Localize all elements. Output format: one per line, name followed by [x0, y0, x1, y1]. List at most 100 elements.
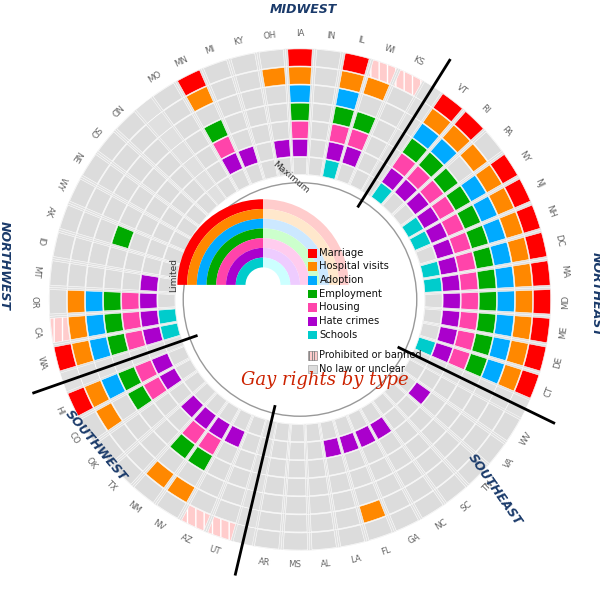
Text: KY: KY [233, 35, 245, 46]
Wedge shape [414, 336, 436, 357]
Wedge shape [124, 412, 152, 441]
Wedge shape [393, 205, 415, 226]
Wedge shape [155, 393, 178, 416]
Wedge shape [103, 290, 122, 312]
Wedge shape [171, 192, 194, 215]
Wedge shape [355, 425, 376, 447]
Wedge shape [193, 406, 218, 431]
Wedge shape [472, 130, 503, 163]
Wedge shape [432, 375, 458, 402]
Wedge shape [376, 474, 401, 497]
Wedge shape [124, 328, 146, 352]
Wedge shape [97, 163, 126, 195]
Wedge shape [409, 230, 431, 252]
Wedge shape [476, 434, 505, 464]
Wedge shape [311, 121, 329, 140]
Wedge shape [70, 179, 95, 208]
Wedge shape [268, 104, 288, 123]
Wedge shape [164, 246, 184, 264]
Wedge shape [94, 217, 118, 245]
Wedge shape [431, 342, 454, 364]
Wedge shape [455, 252, 476, 272]
Wedge shape [372, 120, 396, 143]
Wedge shape [125, 414, 151, 440]
Text: NH: NH [544, 204, 557, 219]
Wedge shape [252, 528, 282, 550]
Wedge shape [157, 180, 180, 204]
Wedge shape [524, 344, 546, 371]
Wedge shape [381, 488, 412, 515]
Wedge shape [465, 224, 489, 250]
Text: IN: IN [326, 30, 335, 40]
Wedge shape [415, 245, 437, 265]
Wedge shape [448, 386, 472, 410]
Wedge shape [79, 409, 109, 443]
Text: SC: SC [458, 500, 473, 514]
Wedge shape [97, 130, 128, 163]
Wedge shape [215, 176, 238, 199]
Wedge shape [151, 82, 184, 112]
Wedge shape [288, 441, 307, 460]
Wedge shape [426, 461, 454, 488]
Wedge shape [121, 270, 142, 292]
Wedge shape [183, 371, 206, 394]
Wedge shape [473, 132, 502, 161]
Wedge shape [168, 346, 189, 365]
Wedge shape [367, 456, 395, 482]
Wedge shape [140, 167, 168, 195]
Wedge shape [494, 312, 514, 339]
Wedge shape [488, 335, 511, 362]
Wedge shape [359, 500, 386, 523]
Wedge shape [473, 247, 493, 269]
Wedge shape [184, 85, 215, 113]
Text: NC: NC [433, 518, 449, 532]
Wedge shape [118, 367, 141, 391]
Wedge shape [466, 226, 488, 249]
Wedge shape [440, 212, 465, 237]
Wedge shape [506, 340, 528, 366]
Wedge shape [385, 383, 406, 405]
Wedge shape [142, 255, 163, 276]
Wedge shape [101, 195, 128, 224]
Text: WY: WY [54, 175, 68, 192]
Wedge shape [475, 433, 506, 465]
Wedge shape [361, 440, 386, 465]
Wedge shape [151, 352, 174, 375]
Wedge shape [471, 332, 494, 357]
Wedge shape [272, 139, 292, 159]
Wedge shape [155, 490, 188, 519]
Wedge shape [422, 393, 445, 416]
Text: WI: WI [383, 43, 397, 56]
Wedge shape [316, 49, 341, 69]
Wedge shape [124, 252, 145, 272]
Wedge shape [358, 95, 383, 117]
Wedge shape [431, 430, 461, 459]
Wedge shape [86, 312, 106, 339]
Wedge shape [456, 453, 488, 486]
Wedge shape [122, 292, 139, 310]
Wedge shape [169, 231, 190, 250]
Bar [308, 331, 317, 339]
Wedge shape [355, 483, 379, 506]
Wedge shape [326, 142, 344, 162]
Wedge shape [490, 155, 518, 184]
Wedge shape [512, 316, 532, 340]
Wedge shape [261, 159, 277, 179]
Wedge shape [370, 181, 394, 205]
Wedge shape [395, 394, 421, 419]
Text: Housing: Housing [319, 302, 360, 312]
Wedge shape [129, 232, 151, 253]
Wedge shape [353, 482, 381, 506]
Text: NORTHEAST: NORTHEAST [589, 252, 600, 337]
Wedge shape [308, 139, 328, 159]
Wedge shape [183, 179, 205, 202]
Wedge shape [289, 442, 305, 460]
Wedge shape [341, 145, 363, 168]
Wedge shape [383, 489, 410, 514]
Wedge shape [508, 237, 529, 262]
Wedge shape [511, 314, 532, 342]
Wedge shape [219, 482, 247, 506]
Wedge shape [390, 505, 418, 531]
Wedge shape [284, 514, 307, 532]
Wedge shape [208, 516, 236, 540]
